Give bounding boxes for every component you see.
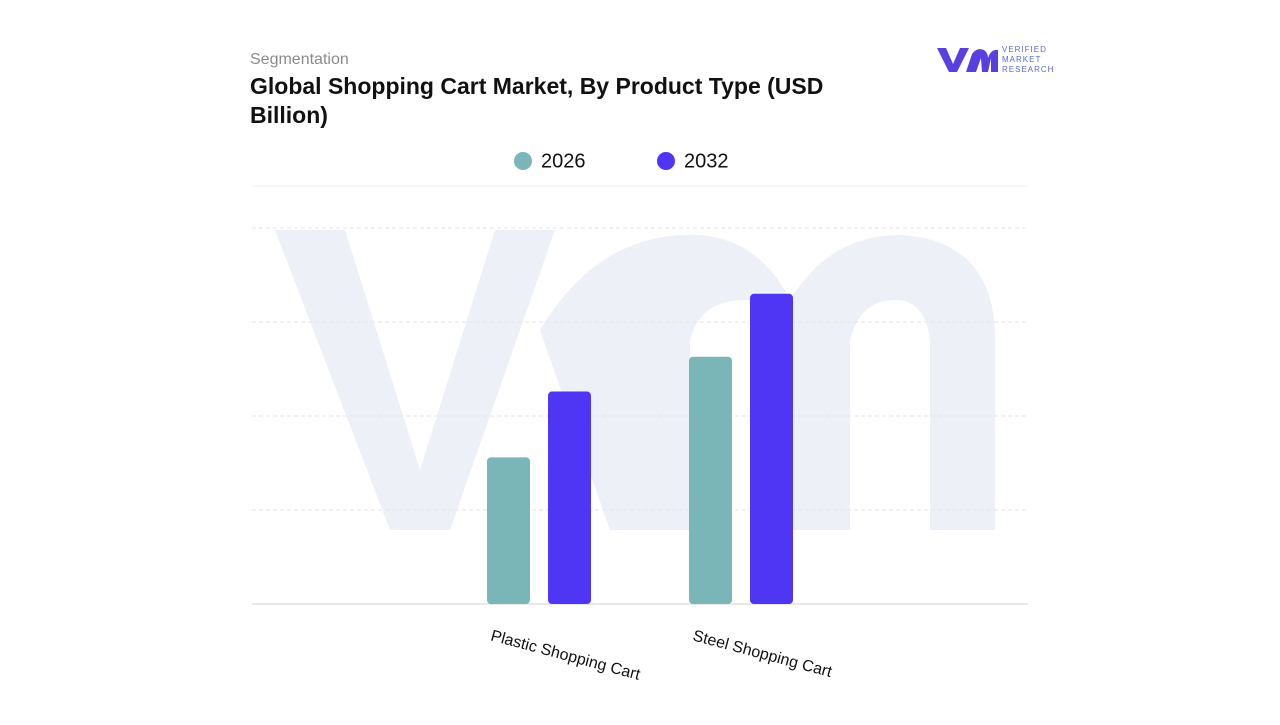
x-tick-label: Steel Shopping Cart	[691, 628, 834, 682]
kicker: Segmentation	[250, 51, 349, 68]
logo: VERIFIED MARKET RESEARCH	[937, 45, 1054, 74]
watermark	[275, 230, 995, 530]
bar	[750, 293, 793, 604]
logo-text: MARKET	[1002, 55, 1041, 64]
x-tick-label: Plastic Shopping Cart	[489, 628, 643, 684]
legend-swatch	[657, 152, 675, 170]
logo-text: RESEARCH	[1002, 65, 1054, 74]
title-box: Global Shopping Cart Market, By Product …	[250, 73, 824, 128]
bar	[487, 457, 530, 604]
bar	[548, 391, 591, 604]
chart-title: Global Shopping Cart Market, By Product …	[250, 73, 824, 128]
legend-label: 2032	[684, 150, 729, 172]
logo-mark	[937, 48, 998, 72]
legend-label: 2026	[541, 150, 586, 172]
bar	[689, 356, 732, 604]
logo-text: VERIFIED	[1002, 45, 1047, 54]
legend-swatch	[514, 152, 532, 170]
